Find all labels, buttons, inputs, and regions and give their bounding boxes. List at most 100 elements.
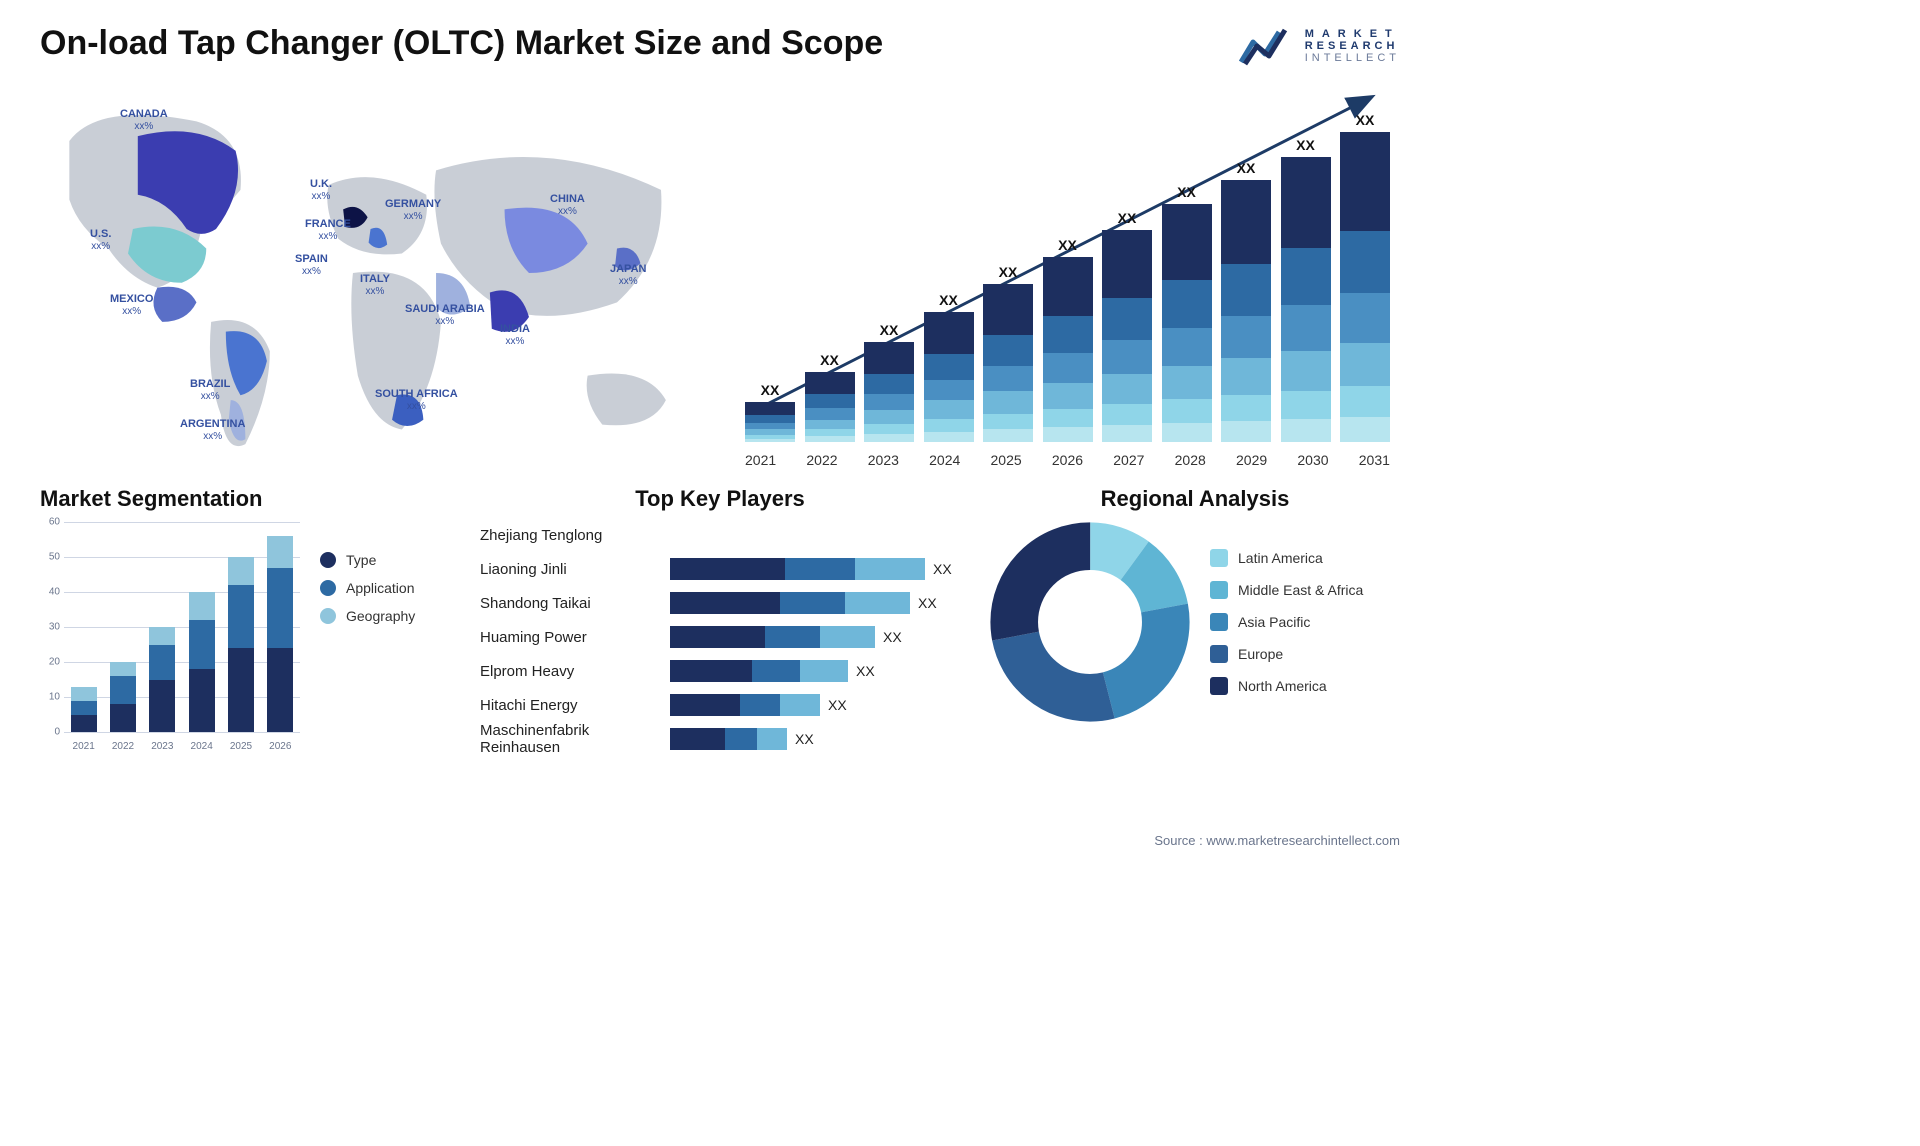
main-chart-column: XX [924,292,974,442]
map-label: ITALYxx% [360,273,390,297]
key-player-value: XX [820,697,847,713]
segmentation-legend-item: Geography [320,608,415,624]
key-player-row: Elprom Heavy XX [480,658,960,684]
main-chart-year: 2027 [1113,452,1144,468]
main-chart-column: XX [1281,137,1331,442]
segmentation-bar [110,662,136,732]
segmentation-bar [149,627,175,732]
key-player-label: Zhejiang Tenglong [480,527,670,544]
regional-legend-item: Middle East & Africa [1210,581,1363,599]
regional-panel: Regional Analysis Latin America Middle Ea… [990,486,1400,752]
map-label: GERMANYxx% [385,198,441,222]
key-player-value: XX [925,561,952,577]
key-player-row: Huaming Power XX [480,624,960,650]
main-chart-year: 2021 [745,452,776,468]
segmentation-bar [189,592,215,732]
main-chart-value-label: XX [1296,137,1315,153]
key-player-row: Zhejiang Tenglong [480,522,960,548]
regional-legend-item: Asia Pacific [1210,613,1363,631]
main-chart-value-label: XX [820,352,839,368]
main-chart-year: 2030 [1297,452,1328,468]
main-chart-value-label: XX [999,264,1018,280]
main-chart-year: 2022 [806,452,837,468]
segmentation-chart: 0102030405060 202120222023202420252026 [40,522,300,752]
main-chart-column: XX [745,382,795,442]
segmentation-panel: Market Segmentation 0102030405060 202120… [40,486,450,752]
main-chart-value-label: XX [1237,160,1256,176]
key-player-row: Liaoning Jinli XX [480,556,960,582]
map-label: BRAZILxx% [190,378,230,402]
segmentation-title: Market Segmentation [40,486,450,512]
segmentation-bar [228,557,254,732]
segmentation-legend: Type Application Geography [320,522,415,752]
main-chart-year: 2031 [1359,452,1390,468]
key-players-panel: Top Key Players Zhejiang Tenglong Liaonin… [480,486,960,752]
map-label: SOUTH AFRICAxx% [375,388,458,412]
main-chart-column: XX [1221,160,1271,442]
logo-icon [1239,24,1293,68]
main-chart-column: XX [1043,237,1093,442]
map-label: JAPANxx% [610,263,646,287]
regional-donut [990,522,1190,722]
main-chart-value-label: XX [939,292,958,308]
main-chart-column: XX [1162,184,1212,442]
map-label: INDIAxx% [500,323,530,347]
map-label: CANADAxx% [120,108,168,132]
key-player-label: Maschinenfabrik Reinhausen [480,722,670,756]
main-chart-year: 2028 [1175,452,1206,468]
main-chart-column: XX [1340,112,1390,442]
regional-title: Regional Analysis [990,486,1400,512]
map-label: CHINAxx% [550,193,585,217]
main-chart-value-label: XX [1058,237,1077,253]
logo-line1: MARKET [1305,28,1400,40]
key-player-label: Hitachi Energy [480,697,670,714]
main-chart-value-label: XX [1177,184,1196,200]
main-chart-value-label: XX [1356,112,1375,128]
key-player-value: XX [848,663,875,679]
main-chart-year: 2024 [929,452,960,468]
regional-legend-item: Latin America [1210,549,1363,567]
segmentation-bar [267,536,293,732]
main-chart-column: XX [1102,210,1152,442]
main-chart-column: XX [805,352,855,442]
key-player-value: XX [910,595,937,611]
main-chart-value-label: XX [1118,210,1137,226]
map-label: SAUDI ARABIAxx% [405,303,485,327]
main-chart-year: 2025 [991,452,1022,468]
regional-legend-item: North America [1210,677,1363,695]
map-label: MEXICOxx% [110,293,153,317]
page-title: On-load Tap Changer (OLTC) Market Size a… [40,24,883,63]
map-label: ARGENTINAxx% [180,418,245,442]
source-text: Source : www.marketresearchintellect.com [1154,833,1400,848]
key-player-label: Huaming Power [480,629,670,646]
key-player-label: Shandong Taikai [480,595,670,612]
main-chart-year: 2029 [1236,452,1267,468]
main-chart-column: XX [983,264,1033,442]
map-label: U.K.xx% [310,178,332,202]
segmentation-bar [71,687,97,733]
logo-line2: RESEARCH [1305,40,1400,52]
world-map-panel: CANADAxx% U.S.xx% MEXICOxx% BRAZILxx% ARGENT… [40,78,705,468]
map-label: U.S.xx% [90,228,111,252]
map-label: SPAINxx% [295,253,328,277]
key-player-row: Shandong Taikai XX [480,590,960,616]
key-player-label: Elprom Heavy [480,663,670,680]
main-chart-column: XX [864,322,914,442]
regional-legend-item: Europe [1210,645,1363,663]
main-chart-value-label: XX [761,382,780,398]
logo: MARKET RESEARCH INTELLECT [1239,24,1400,68]
main-chart-year: 2023 [868,452,899,468]
key-player-row: Hitachi Energy XX [480,692,960,718]
key-player-label: Liaoning Jinli [480,561,670,578]
main-chart-year: 2026 [1052,452,1083,468]
segmentation-legend-item: Application [320,580,415,596]
logo-line3: INTELLECT [1305,52,1400,64]
key-player-value: XX [787,731,814,747]
key-players-title: Top Key Players [480,486,960,512]
segmentation-legend-item: Type [320,552,415,568]
map-label: FRANCExx% [305,218,351,242]
key-player-value: XX [875,629,902,645]
regional-legend: Latin America Middle East & Africa Asia Pa… [1210,549,1363,695]
main-chart-value-label: XX [880,322,899,338]
key-player-row: Maschinenfabrik ReinhausenXX [480,726,960,752]
